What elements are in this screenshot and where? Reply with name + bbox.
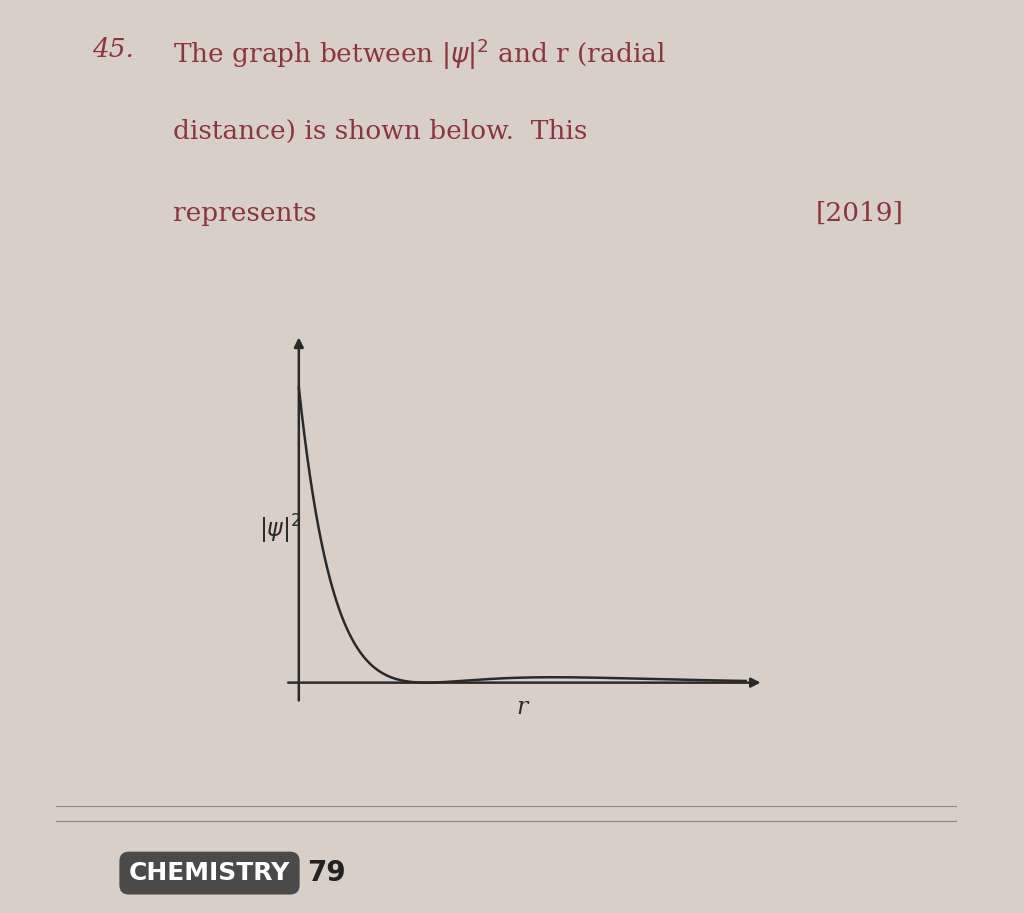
Text: r: r — [517, 697, 527, 719]
Text: distance) is shown below.  This: distance) is shown below. This — [173, 119, 588, 143]
Text: $|\psi|^2$: $|\psi|^2$ — [259, 513, 301, 546]
Text: 79: 79 — [307, 859, 346, 887]
Text: [2019]: [2019] — [815, 201, 903, 226]
Text: represents: represents — [173, 201, 317, 226]
Text: The graph between $|\psi|^2$ and r (radial: The graph between $|\psi|^2$ and r (radi… — [173, 37, 667, 72]
Text: 45.: 45. — [92, 37, 134, 61]
Text: CHEMISTRY: CHEMISTRY — [129, 861, 290, 885]
